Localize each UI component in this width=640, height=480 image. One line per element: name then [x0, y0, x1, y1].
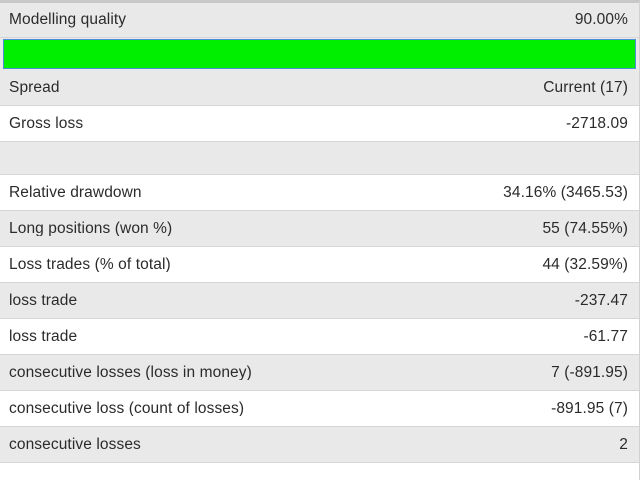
row-label: Spread [9, 79, 60, 96]
row-label: Gross loss [9, 115, 84, 132]
table-row[interactable]: Spread Current (17) [0, 70, 639, 106]
modelling-quality-label: Modelling quality [9, 12, 127, 28]
table-row[interactable]: Long positions (won %) 55 (74.55%) [0, 211, 639, 247]
modelling-quality-bar-track [3, 39, 636, 69]
table-row[interactable]: loss trade -61.77 [0, 319, 639, 355]
row-modelling-quality: Modelling quality 90.00% [0, 3, 639, 38]
row-label: consecutive losses [9, 436, 141, 453]
row-value: -61.77 [583, 327, 628, 345]
row-label: Long positions (won %) [9, 220, 173, 237]
table-row[interactable]: Gross loss -2718.09 [0, 106, 639, 142]
row-label: Relative drawdown [9, 184, 142, 201]
table-row[interactable]: Loss trades (% of total) 44 (32.59%) [0, 247, 639, 283]
row-label: consecutive loss (count of losses) [9, 400, 245, 417]
row-value: 2 [619, 435, 628, 453]
table-row[interactable]: Relative drawdown 34.16% (3465.53) [0, 175, 639, 211]
modelling-quality-bar-row [0, 38, 639, 70]
row-label: loss trade [9, 328, 78, 345]
row-label: consecutive losses (loss in money) [9, 364, 252, 381]
row-label: loss trade [9, 292, 78, 309]
row-value: 34.16% (3465.53) [503, 183, 628, 201]
modelling-quality-value: 90.00% [574, 11, 628, 29]
table-row[interactable]: consecutive losses (loss in money) 7 (-89… [0, 355, 639, 391]
row-value: 44 (32.59%) [542, 255, 628, 273]
table-row[interactable]: consecutive losses 2 [0, 427, 639, 463]
report-bottom-filler [0, 463, 639, 473]
report-rows: Spread Current (17) Gross loss -2718.09 Rela… [0, 70, 639, 463]
row-value: 7 (-891.95) [551, 363, 628, 381]
modelling-quality-bar-fill [4, 40, 635, 68]
row-value: -237.47 [574, 291, 628, 309]
table-row[interactable]: consecutive loss (count of losses) -891.9… [0, 391, 639, 427]
row-value: Current (17) [543, 78, 628, 96]
table-row[interactable]: loss trade -237.47 [0, 283, 639, 319]
row-value: -891.95 (7) [551, 399, 628, 417]
row-value: -2718.09 [566, 114, 628, 132]
row-label: Loss trades (% of total) [9, 256, 171, 273]
row-value: 55 (74.55%) [542, 219, 628, 237]
table-row[interactable] [0, 142, 639, 175]
